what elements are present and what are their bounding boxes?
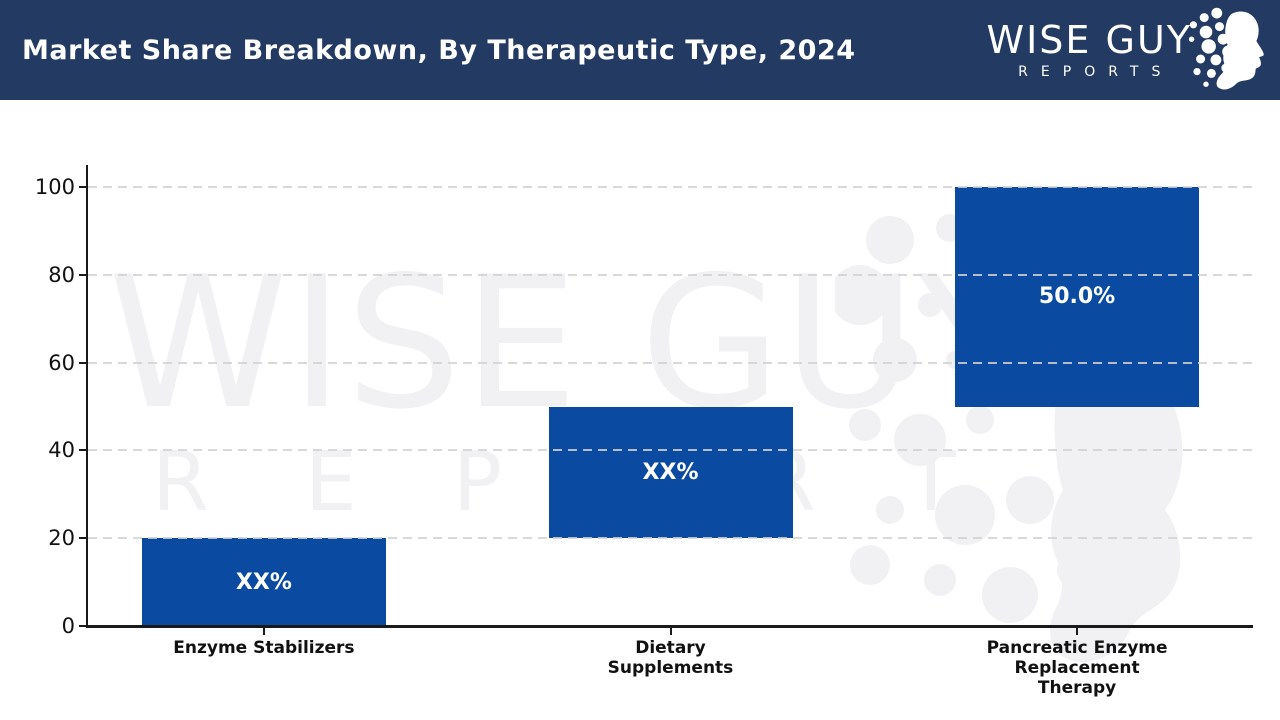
- y-axis-tick: [79, 273, 88, 276]
- y-tick-label: 60: [48, 350, 75, 375]
- x-category-label: Enzyme Stabilizers: [173, 638, 355, 658]
- chart-plot-area: WISE GUY REPORTS XX%Enzyme StabilizersXX…: [0, 100, 1280, 720]
- x-category-label: Dietary Supplements: [607, 638, 734, 678]
- x-category-label: Pancreatic Enzyme Replacement Therapy: [986, 638, 1168, 698]
- brand-logo: WISE GUY REPORTS: [987, 5, 1270, 95]
- gridline: [88, 361, 1253, 364]
- gridline: [88, 449, 1253, 452]
- y-axis-tick: [79, 537, 88, 540]
- y-tick-label: 100: [34, 175, 75, 199]
- y-tick-label: 20: [48, 526, 75, 551]
- y-axis-tick: [79, 361, 88, 364]
- x-axis-tick: [1076, 626, 1079, 635]
- brand-face-icon: [1188, 7, 1264, 90]
- header-bar: Market Share Breakdown, By Therapeutic T…: [0, 0, 1280, 100]
- y-tick-label: 0: [61, 614, 75, 638]
- bar-value-label: XX%: [642, 459, 699, 485]
- y-axis-line: [86, 165, 88, 627]
- brand-name: WISE GUY: [986, 17, 1192, 62]
- x-axis-tick: [669, 626, 672, 635]
- bar-segment: XX%: [548, 406, 793, 539]
- brand-logo-text: WISE GUY REPORTS: [987, 21, 1192, 80]
- y-axis-tick: [79, 186, 88, 188]
- brand-subtitle: REPORTS: [1018, 63, 1174, 80]
- bar-value-label: XX%: [235, 569, 292, 595]
- y-tick-label: 40: [48, 438, 75, 463]
- bar-segment: 50.0%: [955, 187, 1200, 407]
- y-tick-label: 80: [48, 262, 75, 287]
- gridline: [88, 273, 1253, 276]
- x-axis-line: [86, 625, 1253, 628]
- watermark-face-icon: [835, 214, 1183, 663]
- gridline: [88, 186, 1253, 188]
- gridline: [88, 537, 1253, 540]
- bar-segment: XX%: [141, 538, 386, 626]
- y-axis-tick: [79, 449, 88, 452]
- page-title: Market Share Breakdown, By Therapeutic T…: [22, 34, 856, 66]
- bar-value-label: 50.0%: [1038, 284, 1116, 310]
- x-axis-tick: [262, 626, 265, 635]
- y-axis-tick: [79, 625, 88, 627]
